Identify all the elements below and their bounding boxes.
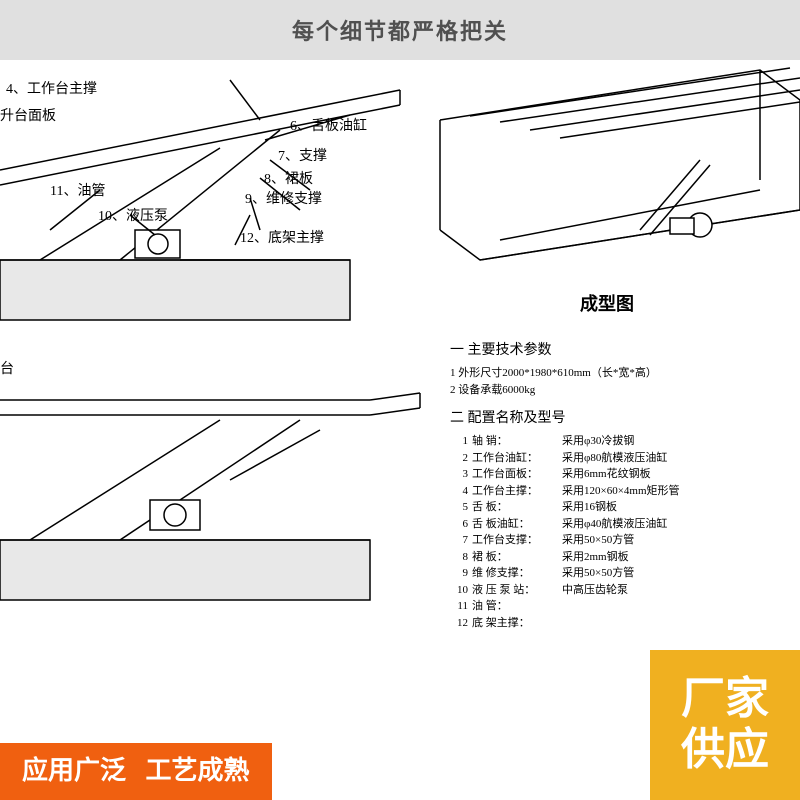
spec-title-2: 二 配置名称及型号 xyxy=(450,408,780,429)
label-11-text: 油管 xyxy=(77,184,105,199)
label-10-num: 10 xyxy=(98,209,112,224)
top-banner-text: 每个细节都严格把关 xyxy=(292,14,508,46)
label-panel-text: 升台面板 xyxy=(0,109,56,124)
label-10: 10、液压泵 xyxy=(98,205,168,225)
label-tai: 台 xyxy=(0,358,14,378)
spec-row: 2工作台油缸：采用φ80航模液压油缸 xyxy=(450,450,780,467)
label-8: 8、裙板 xyxy=(264,168,313,188)
spec-row: 7工作台支撑：采用50×50方管 xyxy=(450,532,780,549)
spec-row: 11油 管： xyxy=(450,598,780,615)
label-panel: 升台面板 xyxy=(0,105,56,125)
label-8-text: 裙板 xyxy=(285,172,313,187)
label-11: 11、油管 xyxy=(50,180,105,200)
label-7-text: 支撑 xyxy=(299,149,327,164)
badge-left-line2: 工艺成熟 xyxy=(146,756,250,785)
label-8-num: 8 xyxy=(264,172,271,187)
label-7-num: 7 xyxy=(278,149,285,164)
label-12-num: 12 xyxy=(240,231,254,246)
spec-row: 1轴 销：采用φ30冷拔钢 xyxy=(450,433,780,450)
label-6-num: 6 xyxy=(290,119,297,134)
top-banner: 每个细节都严格把关 xyxy=(0,0,800,60)
spec-row: 8裙 板：采用2mm钢板 xyxy=(450,549,780,566)
label-4-num: 4 xyxy=(6,82,13,97)
spec-line-1a: 1 外形尺寸2000*1980*610mm（长*宽*高） xyxy=(450,365,780,382)
spec-line-1b: 2 设备承载6000kg xyxy=(450,382,780,399)
spec-block: 一 主要技术参数 1 外形尺寸2000*1980*610mm（长*宽*高） 2 … xyxy=(450,340,780,631)
spec-row: 4工作台主撑：采用120×60×4mm矩形管 xyxy=(450,483,780,500)
label-6: 6、舌板油缸 xyxy=(290,115,367,135)
label-9-text: 维修支撑 xyxy=(266,192,322,207)
spec-title-1: 一 主要技术参数 xyxy=(450,340,780,361)
label-12-text: 底架主撑 xyxy=(268,231,324,246)
badge-bottom-left: 应用广泛 工艺成熟 xyxy=(0,743,272,800)
label-4-text: 工作台主撑 xyxy=(27,82,97,97)
label-12: 12、底架主撑 xyxy=(240,227,324,247)
label-10-text: 液压泵 xyxy=(126,209,168,224)
spec-row: 9维 修支撑：采用50×50方管 xyxy=(450,565,780,582)
badge-right-line1: 厂家 xyxy=(681,674,769,725)
badge-bottom-right: 厂家 供应 xyxy=(650,650,800,800)
right-iso-title: 成型图 xyxy=(580,290,634,316)
spec-row: 10液 压 泵 站：中高压齿轮泵 xyxy=(450,582,780,599)
label-6-text: 舌板油缸 xyxy=(311,119,367,134)
label-4: 4、工作台主撑 xyxy=(6,78,97,98)
label-9: 9、维修支撑 xyxy=(245,188,322,208)
label-tai-text: 台 xyxy=(0,362,14,377)
label-11-num: 11 xyxy=(50,184,63,199)
label-7: 7、支撑 xyxy=(278,145,327,165)
spec-row: 12底 架主撑： xyxy=(450,615,780,632)
spec-row: 5舌 板：采用16钢板 xyxy=(450,499,780,516)
spec-row: 3工作台面板：采用6mm花纹钢板 xyxy=(450,466,780,483)
badge-right-line2: 供应 xyxy=(681,725,769,776)
spec-row: 6舌 板油缸：采用φ40航模液压油缸 xyxy=(450,516,780,533)
badge-left-line1: 应用广泛 xyxy=(22,756,126,785)
label-9-num: 9 xyxy=(245,192,252,207)
